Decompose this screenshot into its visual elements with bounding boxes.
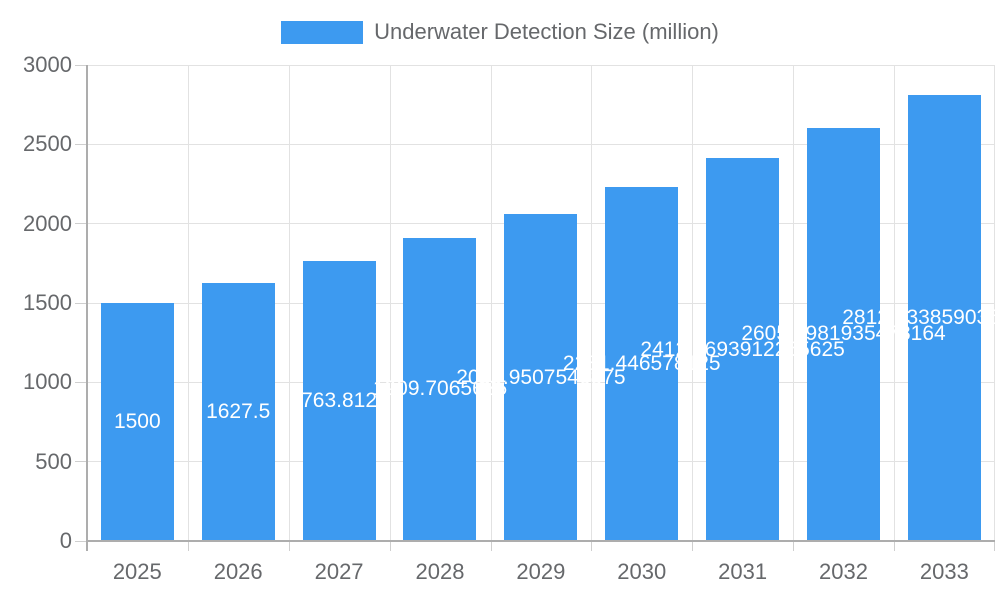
x-axis-tick <box>994 541 995 551</box>
x-tick-label-2028: 2028 <box>415 559 465 584</box>
y-axis-tick <box>75 143 87 145</box>
plot-area: 1500 1627.5 1763.8125 1909.7065625 2059.9507… <box>75 64 1000 551</box>
x-axis-tick <box>692 541 694 551</box>
x-tick-label-2025: 2025 <box>112 559 162 584</box>
bar-2027[interactable] <box>302 261 376 541</box>
v-gridline <box>591 65 593 541</box>
x-tick-label-2029: 2029 <box>516 559 566 584</box>
legend-label: Underwater Detection Size (million) <box>374 19 719 44</box>
x-tick-label-2033: 2033 <box>919 559 969 584</box>
x-tick-label-2026: 2026 <box>213 559 263 584</box>
bar-2032[interactable] <box>807 127 881 541</box>
y-tick-label: 2500 <box>23 131 72 157</box>
x-axis-tick <box>389 541 391 551</box>
bar-2033[interactable] <box>907 94 981 541</box>
bar-label-2028: 1909.7065625 <box>372 377 508 401</box>
y-tick-label: 1000 <box>23 369 72 395</box>
y-axis-tick <box>75 64 87 66</box>
y-axis-tick <box>75 461 87 463</box>
v-gridline <box>692 65 694 541</box>
bar-label-2025: 1500 <box>113 410 161 433</box>
bar-label-2032: 2605.4981935478164 <box>741 322 946 346</box>
y-axis-tick <box>75 381 87 383</box>
x-axis-tick <box>288 541 290 551</box>
x-axis-tick <box>793 541 795 551</box>
bar-label-2027: 1763.8125 <box>289 389 389 413</box>
v-gridline <box>288 65 290 541</box>
y-tick-label: 1500 <box>23 290 72 315</box>
v-gridline <box>894 65 896 541</box>
x-tick-label-2027: 2027 <box>314 559 364 584</box>
v-gridline <box>793 65 795 541</box>
bar-2031[interactable] <box>706 158 780 541</box>
y-tick-label: 3000 <box>23 52 72 77</box>
bar-2025[interactable] <box>100 303 174 541</box>
bar-label-2033: 2812.4338590368164 <box>842 305 1000 329</box>
bar-label-2030: 2231.446578125 <box>562 351 721 375</box>
y-axis-tick <box>75 302 87 304</box>
x-tick-label-2031: 2031 <box>718 559 768 584</box>
v-gridline <box>187 65 189 541</box>
x-axis <box>87 540 995 542</box>
v-gridline <box>490 65 492 541</box>
x-axis-tick <box>591 541 593 551</box>
y-axis-tick <box>75 223 87 225</box>
x-axis-tick <box>187 541 189 551</box>
h-gridline <box>87 64 995 66</box>
v-gridline <box>389 65 391 541</box>
bar-label-2029: 2059.9507546875 <box>456 365 626 389</box>
bar-2029[interactable] <box>504 214 578 541</box>
legend[interactable]: Underwater Detection Size (million) <box>0 20 1000 44</box>
v-gridline <box>994 65 995 541</box>
y-axis <box>86 65 88 551</box>
bar-label-2031: 2412.7693912265625 <box>640 337 845 361</box>
h-gridline <box>87 143 995 145</box>
x-axis-tick <box>894 541 896 551</box>
y-tick-label: 0 <box>59 528 72 553</box>
x-tick-label-2032: 2032 <box>819 559 868 584</box>
y-axis-tick <box>75 540 87 542</box>
legend-swatch <box>281 20 364 44</box>
y-tick-label: 2000 <box>23 210 72 236</box>
y-tick-label: 500 <box>35 448 72 474</box>
bar-label-2026: 1627.5 <box>206 399 271 423</box>
bar-2030[interactable] <box>605 186 679 541</box>
bar-2028[interactable] <box>403 238 477 541</box>
x-axis-tick <box>490 541 492 551</box>
x-tick-label-2030: 2030 <box>617 559 667 584</box>
bar-2026[interactable] <box>201 282 275 541</box>
